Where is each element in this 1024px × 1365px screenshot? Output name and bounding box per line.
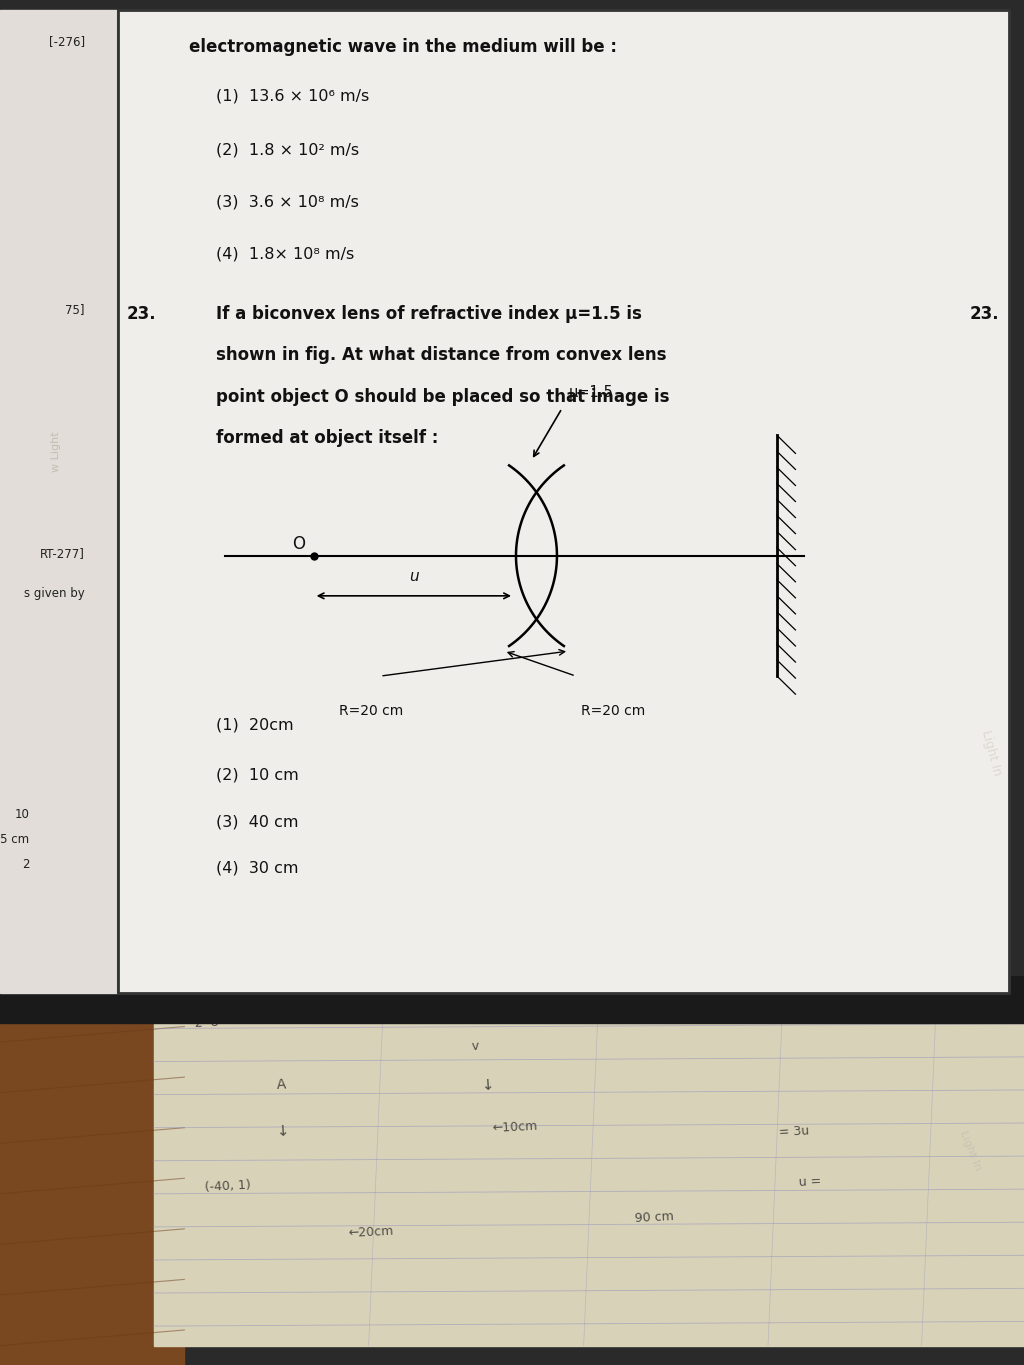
Text: u =: u = [799,1175,822,1189]
Text: (3)  3.6 × 10⁸ m/s: (3) 3.6 × 10⁸ m/s [216,195,358,210]
Text: = 3u: = 3u [778,1125,809,1138]
Text: v: v [471,1039,479,1052]
Text: A: A [276,1077,287,1092]
Text: electromagnetic wave in the medium will be :: electromagnetic wave in the medium will … [189,38,617,56]
Text: R=20 cm: R=20 cm [581,704,645,718]
Text: 23.: 23. [970,304,999,324]
Text: shown in fig. At what distance from convex lens: shown in fig. At what distance from conv… [216,347,667,364]
Text: If a biconvex lens of refractive index μ=1.5 is: If a biconvex lens of refractive index μ… [216,304,642,324]
Text: (3)  40 cm: (3) 40 cm [216,815,298,830]
Text: Light In: Light In [979,728,1004,777]
Bar [0,976,184,1365]
Text: 23.: 23. [127,304,157,324]
Text: ←20cm: ←20cm [348,1224,394,1241]
Text: 90 cm: 90 cm [635,1209,675,1224]
Text: Light In: Light In [958,1130,983,1173]
Bar [154,988,1024,1346]
Text: (-40, 1): (-40, 1) [205,1178,252,1194]
Text: ↓: ↓ [276,1123,290,1140]
Text: (4)  30 cm: (4) 30 cm [216,860,298,875]
Bar [0,10,118,994]
Text: 2: 2 [22,857,30,871]
Text: R=20 cm: R=20 cm [339,704,403,718]
Text: 75]: 75] [66,303,85,315]
Text: u: u [409,569,419,584]
Text: O: O [293,535,305,553]
Text: point object O should be placed so that image is: point object O should be placed so that … [216,388,670,405]
Text: RT-277]: RT-277] [40,547,85,560]
Text: w Light: w Light [51,431,61,472]
Text: s given by: s given by [24,587,85,599]
Text: (2)  10 cm: (2) 10 cm [216,767,299,782]
Text: 10: 10 [14,808,30,820]
Text: 2  8: 2 8 [195,1016,219,1029]
Bar [118,10,1009,994]
Text: (1)  20cm: (1) 20cm [216,718,294,733]
Text: (1)  13.6 × 10⁶ m/s: (1) 13.6 × 10⁶ m/s [216,89,369,104]
Text: — = 5 cm: — = 5 cm [0,833,30,846]
Text: μ=1.5: μ=1.5 [569,385,614,400]
Bar [0,976,1024,1022]
Text: ↓: ↓ [481,1077,495,1093]
Text: formed at object itself :: formed at object itself : [216,429,438,446]
Text: (4)  1.8× 10⁸ m/s: (4) 1.8× 10⁸ m/s [216,246,354,261]
Text: [-276]: [-276] [49,35,85,48]
Text: ←10cm: ←10cm [492,1121,538,1136]
Text: (2)  1.8 × 10² m/s: (2) 1.8 × 10² m/s [216,143,358,158]
